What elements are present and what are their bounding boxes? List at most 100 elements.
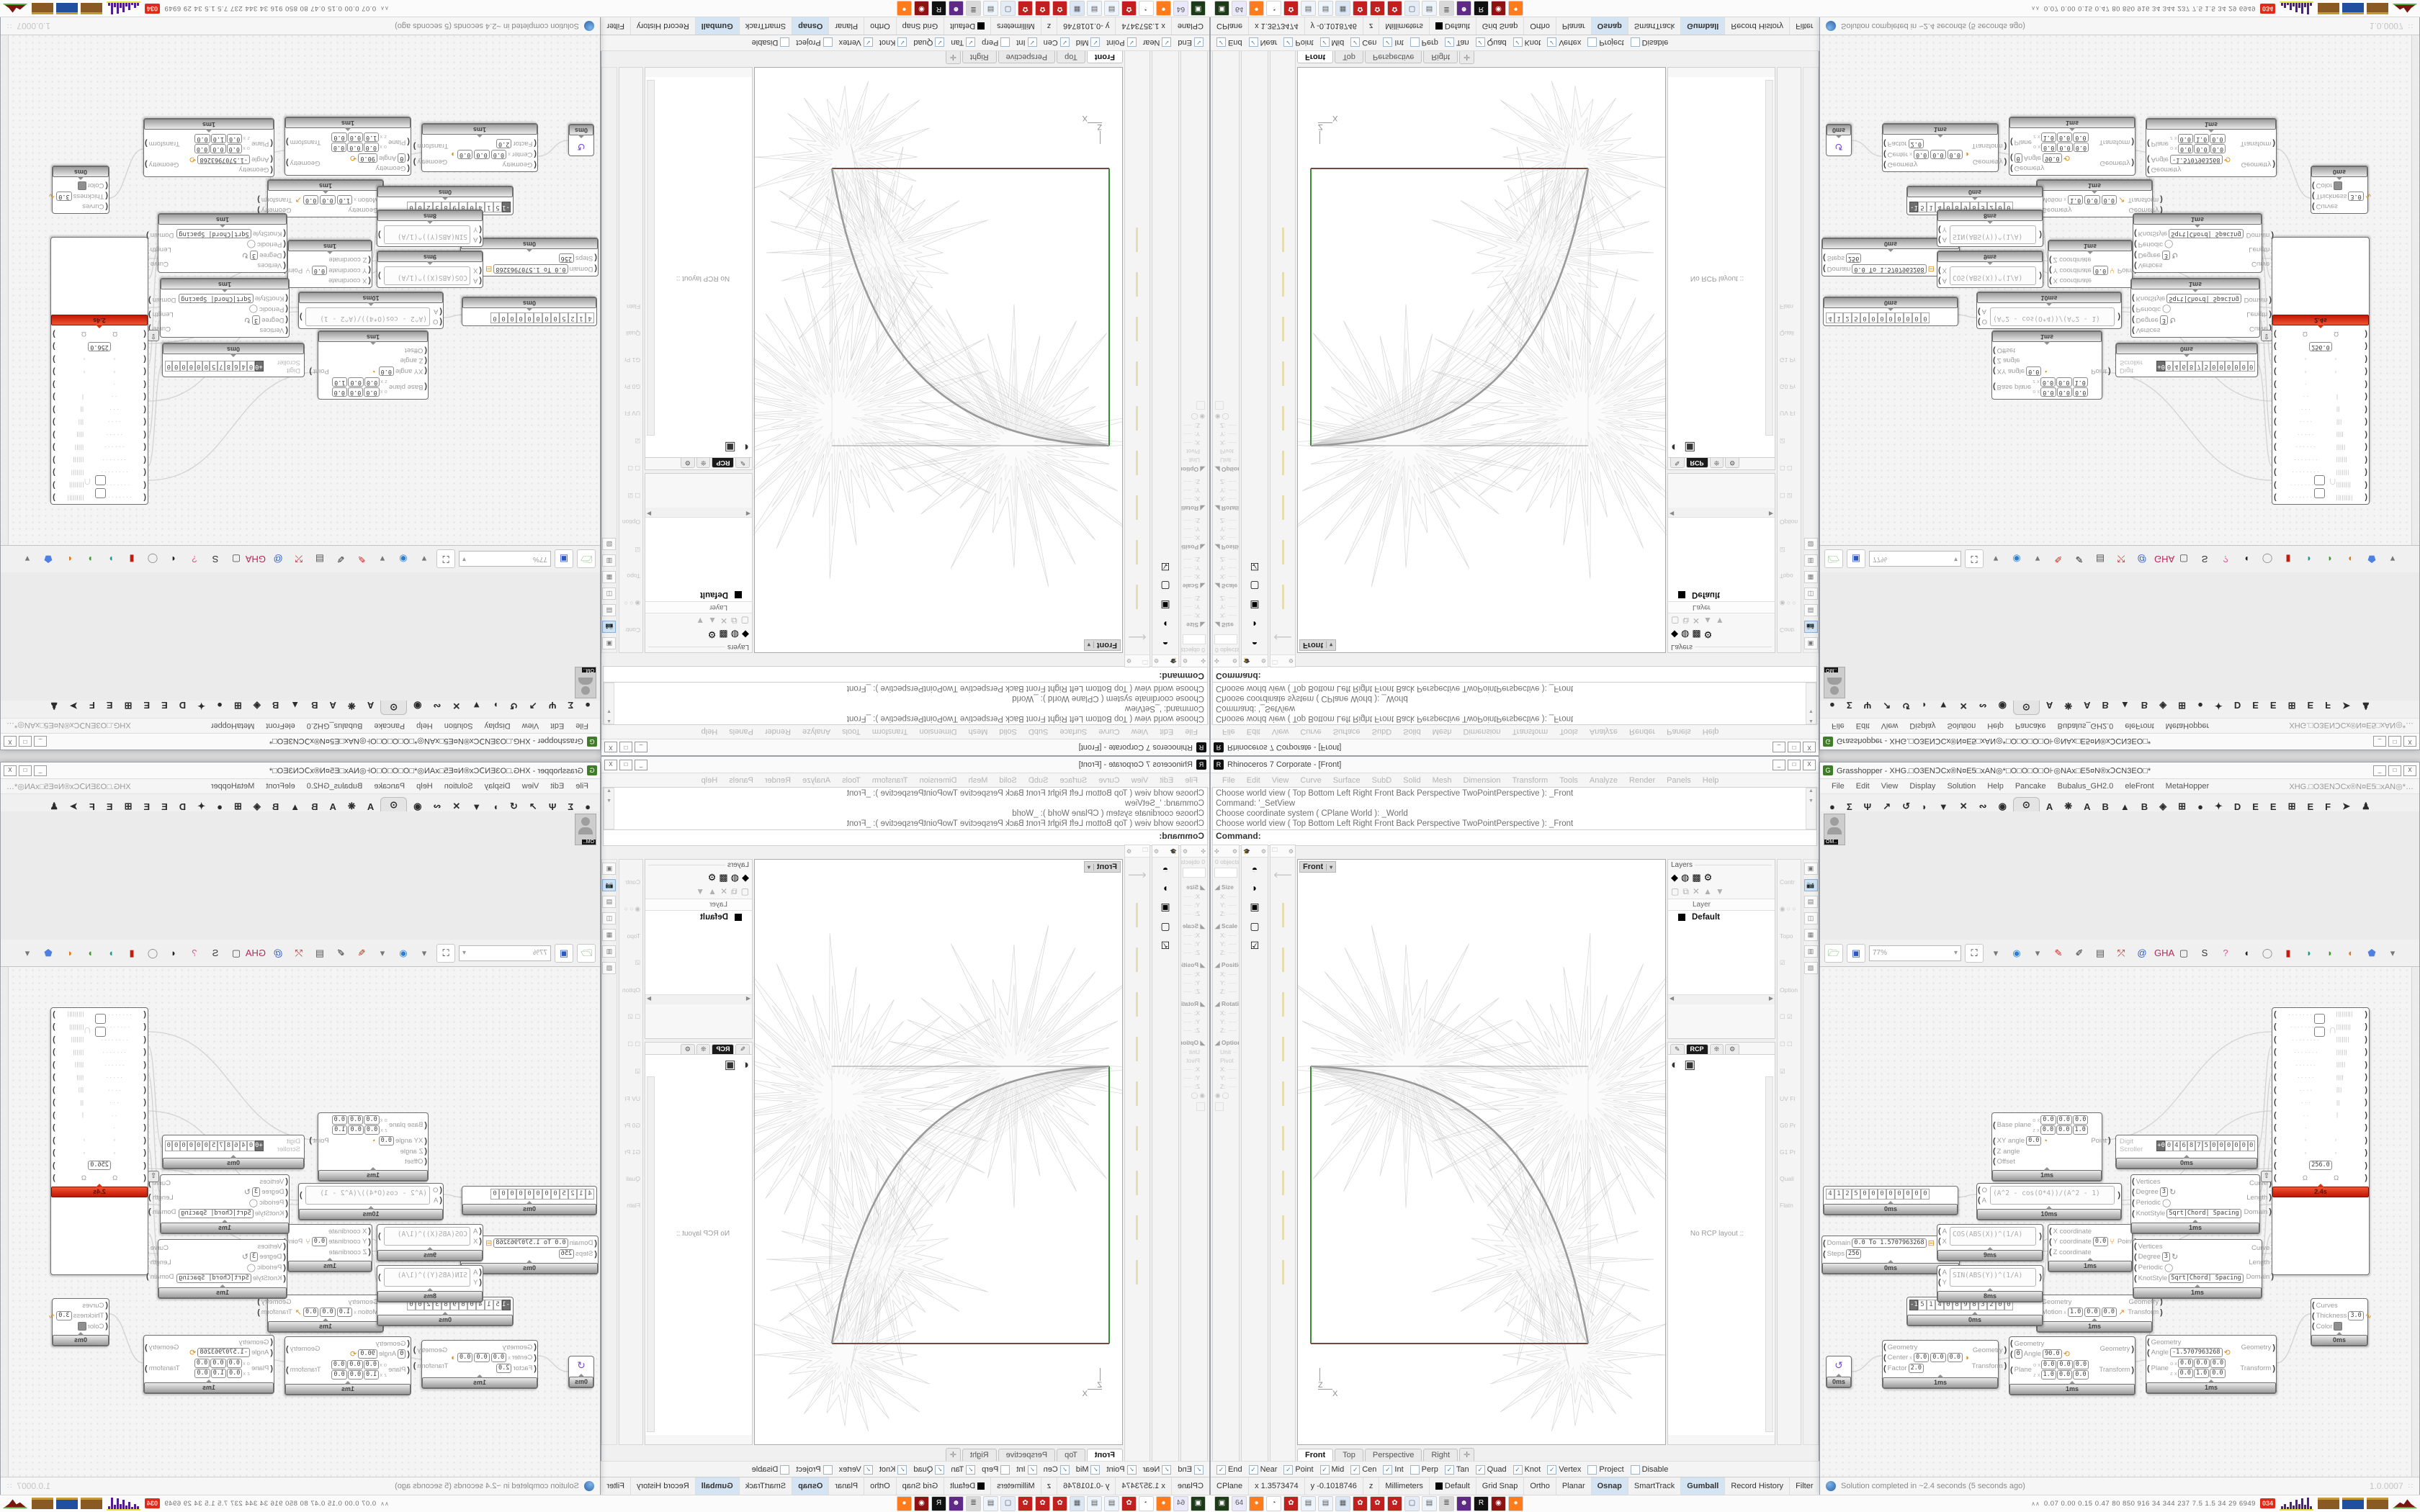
input-hook[interactable]: (: [479, 235, 482, 244]
document-preview-icon[interactable]: ⬟: [2367, 947, 2376, 958]
radio-row[interactable]: ◉ ◯: [1215, 413, 1229, 420]
documents-icon[interactable]: ≣: [1439, 1496, 1454, 1511]
rhino-menu-mesh[interactable]: Mesh: [968, 776, 988, 785]
gh-category-tab[interactable]: B: [2102, 700, 2109, 711]
output-hook[interactable]: ): [2365, 1098, 2367, 1107]
viewport-label[interactable]: Front ▾: [1083, 861, 1121, 873]
gh-category-tab[interactable]: E: [2307, 801, 2314, 812]
gh-component-series-stack[interactable]: (·········· |||||||||)(········· ||||||||)…: [2261, 1007, 2370, 1275]
value-box[interactable]: 1.0: [364, 1370, 380, 1380]
value-box[interactable]: 256: [1845, 1249, 1862, 1259]
viewport-tab-top[interactable]: Top: [1335, 1449, 1363, 1461]
input-hook[interactable]: (: [143, 1022, 146, 1032]
osnap-knot[interactable]: ✓ Knot: [1512, 37, 1541, 48]
firefox-icon-2[interactable]: ●: [1508, 1496, 1523, 1511]
output-hook[interactable]: ): [2269, 1193, 2272, 1202]
input-hook[interactable]: (: [2274, 418, 2277, 427]
red-wheel-icon[interactable]: ◉: [914, 1496, 929, 1511]
digit-cell[interactable]: 8: [225, 1140, 233, 1151]
status-gumball[interactable]: Gumball: [694, 17, 739, 35]
checkbox-icon[interactable]: ✓: [1283, 1464, 1294, 1475]
display-panel-icon[interactable]: ▢: [1160, 580, 1170, 592]
output-hook[interactable]: ): [2365, 418, 2367, 427]
digit-cell[interactable]: 0: [534, 1189, 542, 1200]
open-file-icon[interactable]: 🗁: [1824, 549, 1843, 569]
gh-component-rotate-neg[interactable]: (Geometry(Angle -1.5707963268 ⟲(Plane o x 0.…: [143, 1335, 274, 1394]
gh-component-scale[interactable]: (Geometry(Center x 0.0 0.0 0.0 ◑(Factor 2.0 Geo…: [413, 1340, 538, 1389]
input-hook[interactable]: (: [2147, 1364, 2150, 1373]
input-hook[interactable]: (: [2147, 1338, 2150, 1346]
add-viewport-tab[interactable]: ✛: [1459, 51, 1475, 64]
checkbox-icon[interactable]: ✓: [1283, 37, 1294, 48]
output-hook[interactable]: ): [53, 342, 55, 351]
digit-cell[interactable]: 4: [1826, 312, 1834, 323]
checkbox-icon[interactable]: [95, 488, 106, 498]
output-hook[interactable]: ): [2365, 379, 2367, 389]
section-title[interactable]: ◢ Position: [1215, 961, 1239, 968]
zoom-extents-icon[interactable]: ⛶: [436, 549, 455, 569]
window-button[interactable]: _: [2373, 736, 2386, 747]
input-hook[interactable]: (: [2312, 1322, 2315, 1331]
firefox-icon[interactable]: ●: [1249, 1, 1264, 16]
notepad-icon-3[interactable]: ▤: [983, 1, 998, 16]
digit-cell[interactable]: 0: [490, 1189, 499, 1200]
osnap-disable[interactable]: Disable: [752, 1464, 790, 1475]
at-icon[interactable]: @: [273, 554, 283, 565]
gh-component-scale[interactable]: (Geometry(Center x 0.0 0.0 0.0 ◑(Factor 2.0 Geo…: [413, 123, 538, 172]
user-avatar[interactable]: OM..: [1824, 814, 1845, 845]
digit-cell[interactable]: 5: [1852, 1189, 1860, 1200]
digit-cell[interactable]: 0: [1869, 1189, 1878, 1200]
value-box[interactable]: 90.0: [358, 1349, 377, 1359]
at-icon[interactable]: @: [2137, 554, 2147, 565]
panel-tab-icon[interactable]: ▣: [1803, 863, 1818, 875]
value-box[interactable]: 256: [558, 253, 575, 263]
value-box[interactable]: 0.0: [2041, 143, 2057, 152]
input-hook[interactable]: (: [2274, 1085, 2277, 1094]
value-box[interactable]: 0.0: [2073, 1370, 2089, 1380]
output-hook[interactable]: ): [53, 405, 55, 414]
layers-panel[interactable]: Layers ◆ ◍ ▩ ⚙ ▢ ⧉ ✕ ▲ ▼ Layer Default ◀ ▶: [1667, 473, 1775, 653]
front-viewport[interactable]: Front ▾ Z X: [753, 859, 1123, 1445]
status-smarttrack[interactable]: SmartTrack: [738, 1477, 792, 1495]
viewport-label[interactable]: Front ▾: [1299, 861, 1337, 873]
gh-menu-edit[interactable]: Edit: [1855, 782, 1870, 791]
digit-cell[interactable]: 0: [1886, 312, 1895, 323]
notepad-icon-3[interactable]: ▤: [983, 1496, 998, 1511]
input-hook[interactable]: (: [424, 1157, 427, 1166]
value-box[interactable]: 0.0: [1930, 150, 1946, 159]
input-hook[interactable]: (: [407, 164, 410, 173]
zoom-dropdown-icon[interactable]: ▾: [1993, 947, 1999, 958]
gh-component-digit-scroller[interactable]: Digit Scroller +0 0 4 6 8 7 5 0 0 0 0 0 0 0ms: [162, 343, 305, 377]
gh-category-tab[interactable]: ↗: [529, 701, 537, 711]
layers-tool-icon[interactable]: ◍: [730, 629, 739, 640]
rhino-menu-help[interactable]: Help: [701, 776, 718, 785]
gh-category-tab[interactable]: ⊞: [2178, 801, 2187, 811]
rhino-menu-solid[interactable]: Solid: [1403, 776, 1421, 785]
gh-component-expression-sin[interactable]: (A(Y SIN(ABS(Y))^(1/A)) 8ms: [377, 1265, 483, 1302]
gh-component-move[interactable]: (Geometry(Motionx1.00.00.0↗Geometry)Tran…: [257, 179, 384, 217]
status-planar[interactable]: Planar: [828, 17, 864, 35]
section-title[interactable]: ◢ Rotation: [1215, 1000, 1239, 1007]
output-hook[interactable]: ): [309, 1136, 313, 1145]
input-hook[interactable]: (: [285, 1187, 288, 1197]
gh-component-expression-sin[interactable]: (A(Y SIN(ABS(Y))^(1/A)) 8ms: [1937, 210, 2043, 247]
display-panel-icon[interactable]: ◓: [1251, 863, 1258, 875]
checkbox-icon[interactable]: ✓: [1319, 1464, 1330, 1475]
rhino-menu-surface[interactable]: Surface: [1332, 727, 1361, 736]
rhino-taskbar-icon[interactable]: R: [1474, 1496, 1489, 1511]
gh-menu-solution[interactable]: Solution: [444, 721, 473, 730]
value-box[interactable]: 1.0: [2193, 1369, 2210, 1378]
capture-icon[interactable]: ▢: [2179, 554, 2189, 565]
gh-category-tab[interactable]: ▲: [290, 700, 300, 711]
value-box[interactable]: 0.0: [364, 387, 380, 397]
panel-tab-icon[interactable]: ▣: [1803, 637, 1818, 649]
back-arrow-icon[interactable]: ⟵: [1273, 630, 1292, 644]
input-hook[interactable]: (: [1978, 1196, 1981, 1205]
gh-component-construct-plane[interactable]: (Base plane o x 0.0 0.0 0.0 z x 0.0 0.0 1.0(XY a…: [1991, 1112, 2111, 1182]
value-box[interactable]: 0.0: [194, 144, 210, 153]
output-hook[interactable]: ): [2004, 1346, 2007, 1354]
output-hook[interactable]: ): [2365, 430, 2367, 439]
viewport-label[interactable]: Front ▾: [1083, 639, 1121, 651]
scroll-left-icon[interactable]: ◀: [745, 995, 750, 1002]
digit-cell[interactable]: 0: [2225, 1140, 2233, 1151]
